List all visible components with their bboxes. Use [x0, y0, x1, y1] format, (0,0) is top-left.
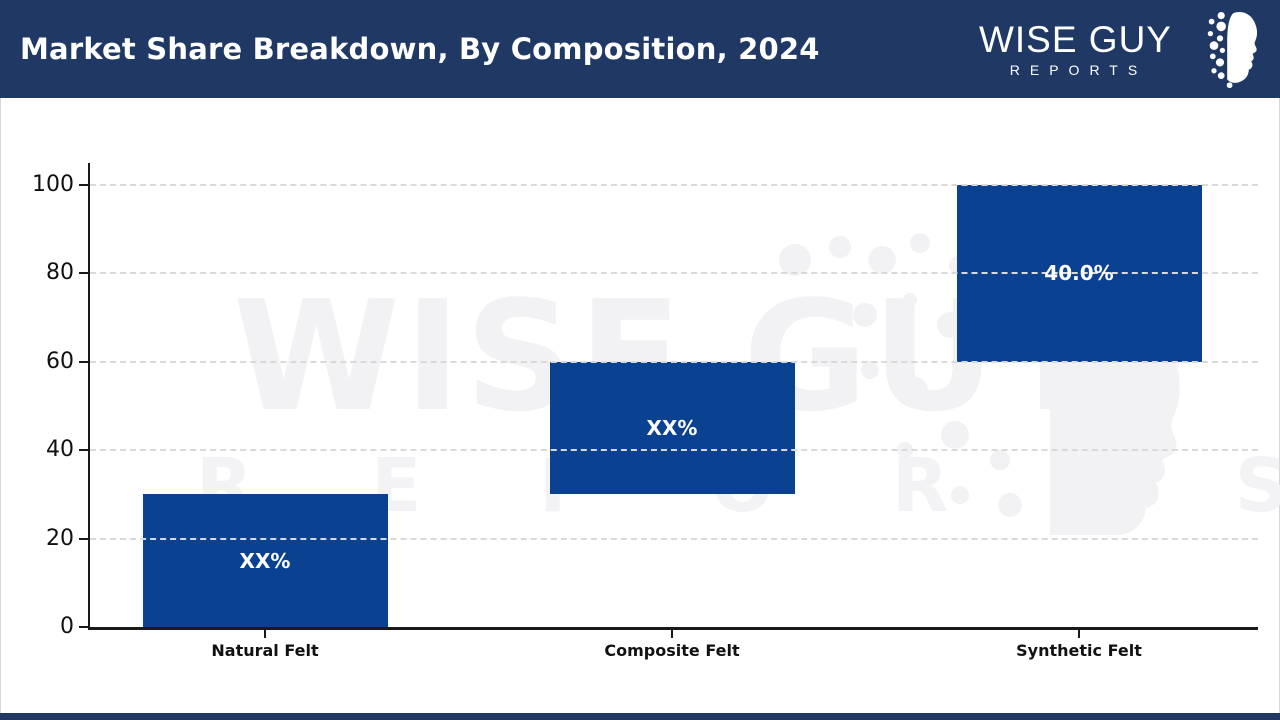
x-axis-tick	[671, 630, 673, 638]
y-tick-label: 100	[32, 172, 74, 198]
y-axis-tick	[79, 360, 88, 363]
bar	[142, 494, 388, 627]
bar-value-label: XX%	[239, 548, 291, 573]
x-axis-tick	[1078, 630, 1080, 638]
wise-guy-logo: WISE GUY REPORTS	[979, 8, 1280, 90]
grid-line	[90, 184, 1258, 187]
header-band: Market Share Breakdown, By Composition, …	[0, 0, 1280, 98]
y-axis-tick	[79, 626, 88, 628]
page-title: Market Share Breakdown, By Composition, …	[20, 32, 820, 66]
logo-text: WISE GUY REPORTS	[979, 21, 1172, 77]
grid-line	[90, 449, 1258, 452]
grid-line	[90, 537, 1258, 540]
bar	[549, 361, 795, 495]
y-axis-tick	[79, 537, 88, 540]
bar-value-label: XX%	[646, 416, 698, 441]
y-axis-tick	[79, 272, 88, 275]
y-tick-label: 40	[46, 437, 74, 463]
y-axis-tick	[79, 449, 88, 452]
grid-line	[90, 272, 1258, 275]
dotted-head-icon	[1207, 11, 1258, 89]
logo-subtitle: REPORTS	[1009, 62, 1148, 78]
y-tick-label: 20	[46, 525, 74, 551]
y-tick-label: 0	[60, 614, 74, 639]
logo-wordmark: WISE GUY	[978, 19, 1172, 60]
grid-line	[90, 360, 1258, 363]
x-category-label: Composite Felt	[604, 641, 740, 660]
y-tick-label: 60	[46, 348, 74, 374]
bar-value-label: 40.0%	[1044, 261, 1114, 286]
x-category-label: Synthetic Felt	[1016, 641, 1142, 660]
y-tick-label: 80	[46, 260, 74, 286]
x-category-label: Natural Felt	[211, 641, 319, 660]
y-axis-tick	[79, 184, 88, 187]
x-axis-tick	[264, 630, 266, 638]
footer-band	[0, 713, 1280, 720]
plot-area: 0 20 40 60 80 100 XX% Natural Felt XX% Composite …	[32, 163, 1258, 660]
